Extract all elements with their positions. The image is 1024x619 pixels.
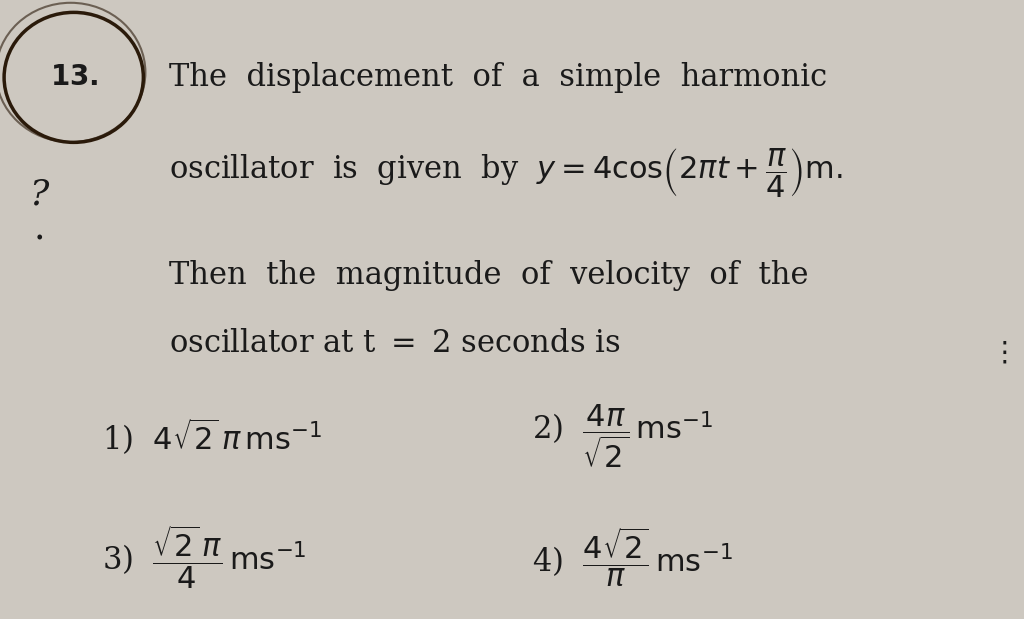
Text: oscillator  is  given  by  $y=4\cos\!\left(2\pi t+\dfrac{\pi}{4}\right)\mathrm{m: oscillator is given by $y=4\cos\!\left(2… (169, 147, 843, 200)
Text: oscillator at t $=$ 2 seconds is: oscillator at t $=$ 2 seconds is (169, 328, 621, 359)
Text: $\mathbf{13.}$: $\mathbf{13.}$ (49, 64, 98, 91)
Text: $\vdots$: $\vdots$ (990, 339, 1007, 366)
Text: .: . (33, 212, 45, 246)
Text: Then  the  magnitude  of  velocity  of  the: Then the magnitude of velocity of the (169, 260, 809, 291)
Text: 4)  $\dfrac{4\sqrt{2}}{\pi}\,\mathrm{ms}^{-1}$: 4) $\dfrac{4\sqrt{2}}{\pi}\,\mathrm{ms}^… (532, 526, 733, 589)
Text: 3)  $\dfrac{\sqrt{2}\,\pi}{4}\,\mathrm{ms}^{-1}$: 3) $\dfrac{\sqrt{2}\,\pi}{4}\,\mathrm{ms… (102, 524, 307, 591)
Text: 2)  $\dfrac{4\pi}{\sqrt{2}}\,\mathrm{ms}^{-1}$: 2) $\dfrac{4\pi}{\sqrt{2}}\,\mathrm{ms}^… (532, 402, 714, 470)
Text: ?: ? (30, 178, 48, 212)
Text: The  displacement  of  a  simple  harmonic: The displacement of a simple harmonic (169, 62, 827, 93)
Text: 1)  $4\sqrt{2}\,\pi\,\mathrm{ms}^{-1}$: 1) $4\sqrt{2}\,\pi\,\mathrm{ms}^{-1}$ (102, 416, 323, 457)
